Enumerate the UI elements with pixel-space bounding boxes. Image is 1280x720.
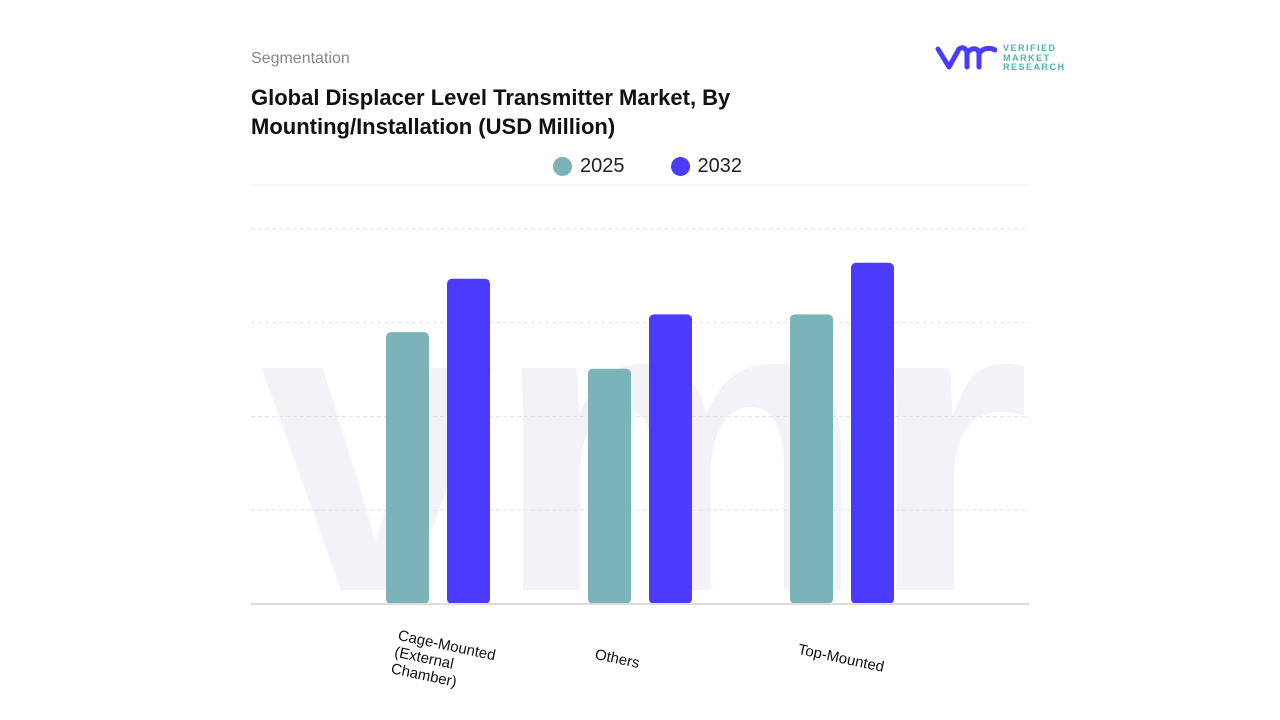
legend-swatch-2025 <box>553 157 572 176</box>
legend-label-2032: 2032 <box>697 155 743 177</box>
legend-label-2025: 2025 <box>580 155 625 177</box>
section-label: Segmentation <box>251 50 350 67</box>
watermark: vmr <box>260 211 1030 680</box>
bar-2025-0 <box>386 332 429 604</box>
legend-swatch-2032 <box>670 157 690 176</box>
bar-2025-1 <box>588 368 631 604</box>
logo-text-2: MARKET <box>1003 52 1051 63</box>
bar-2025-2 <box>790 314 833 604</box>
legend: 2025 2032 <box>553 155 742 178</box>
bar-2032-2 <box>851 262 894 604</box>
title-line-2: Mounting/Installation (USD Million) <box>251 114 616 139</box>
bar-2032-0 <box>447 278 490 604</box>
title-line-1: Global Displacer Level Transmitter Marke… <box>251 85 731 110</box>
legend-item-2025: 2025 <box>553 155 625 178</box>
vmr-logo-icon <box>935 45 997 70</box>
logo-text-3: RESEARCH <box>1003 62 1066 72</box>
legend-item-2032: 2032 <box>670 155 743 178</box>
bar-2032-1 <box>649 314 692 604</box>
logo-text-1: VERIFIED <box>1003 43 1057 53</box>
chart-title: Global Displacer Level Transmitter Marke… <box>251 83 851 141</box>
vmr-logo: VERIFIED MARKET RESEARCH <box>935 43 1066 73</box>
